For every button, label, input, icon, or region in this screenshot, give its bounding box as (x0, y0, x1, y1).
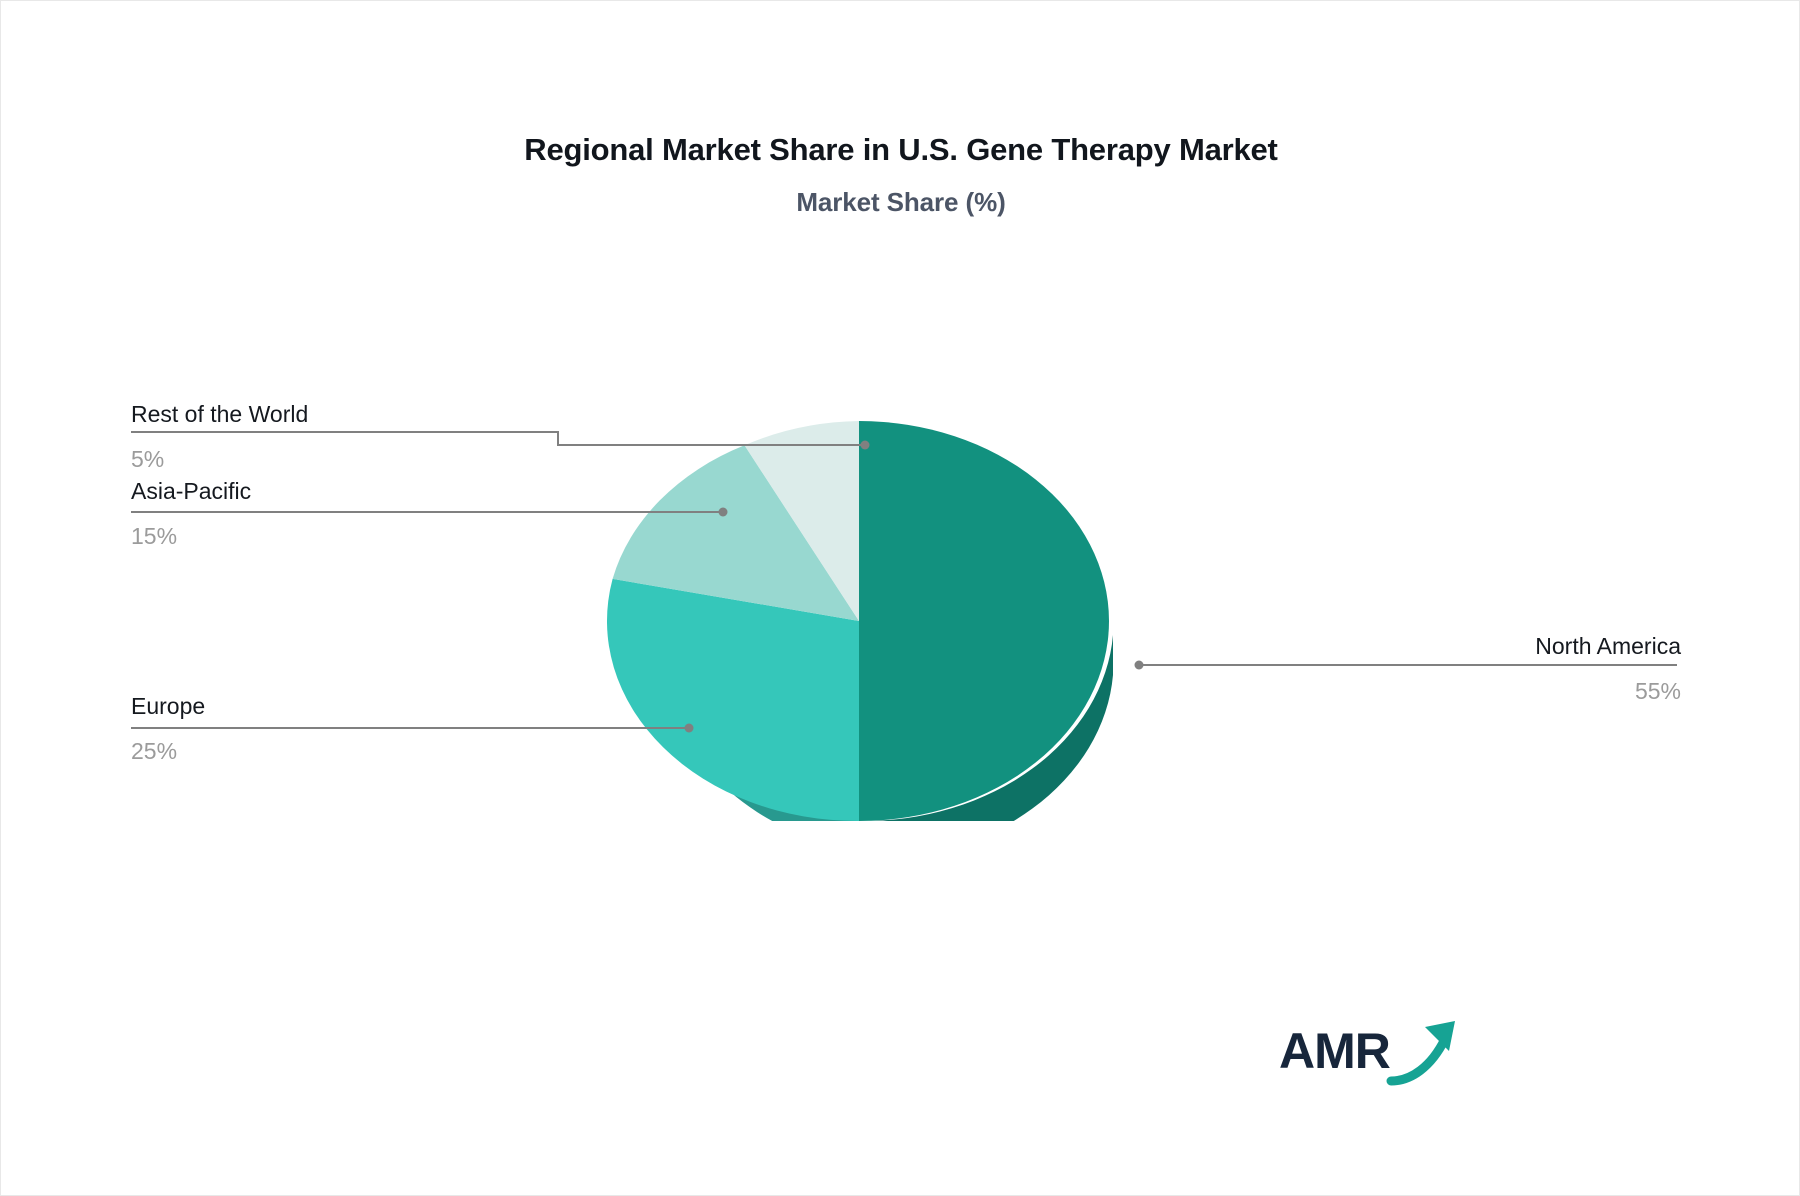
callout-value-europe: 25% (131, 738, 178, 764)
pie-slice-north-america (859, 421, 1109, 821)
pie-chart (584, 373, 1234, 973)
page-title: Regional Market Share in U.S. Gene Thera… (524, 132, 1278, 167)
pie-slice-asia-pacific (612, 445, 859, 621)
callout-north-america[interactable]: North America 55% (1181, 631, 1681, 706)
callout-value-north-america: 55% (1634, 678, 1681, 704)
callout-asia-pacific[interactable]: Asia-Pacific 15% (131, 476, 491, 551)
callout-label-rest-of-the-world: Rest of the World (131, 401, 309, 427)
callout-label-north-america: North America (1535, 633, 1681, 659)
callout-value-rest-of-the-world: 5% (131, 446, 165, 472)
callout-label-europe: Europe (131, 693, 206, 719)
pie-slice-rest-of-the-world (744, 421, 859, 621)
pie-slice-europe (606, 578, 859, 822)
amr-logo: AMR (1279, 1019, 1479, 1099)
callout-rest-of-the-world[interactable]: Rest of the World 5% (131, 399, 491, 474)
callout-europe[interactable]: Europe 25% (131, 691, 491, 766)
logo-text: AMR (1279, 1023, 1391, 1079)
callout-value-asia-pacific: 15% (131, 523, 178, 549)
chart-subtitle: Market Share (%) (796, 187, 1006, 217)
callout-label-asia-pacific: Asia-Pacific (131, 478, 252, 504)
pie-slice-side-north-america (859, 635, 1113, 821)
upward-arrow-icon (1386, 1021, 1455, 1086)
pie-chart-svg (606, 421, 1113, 822)
